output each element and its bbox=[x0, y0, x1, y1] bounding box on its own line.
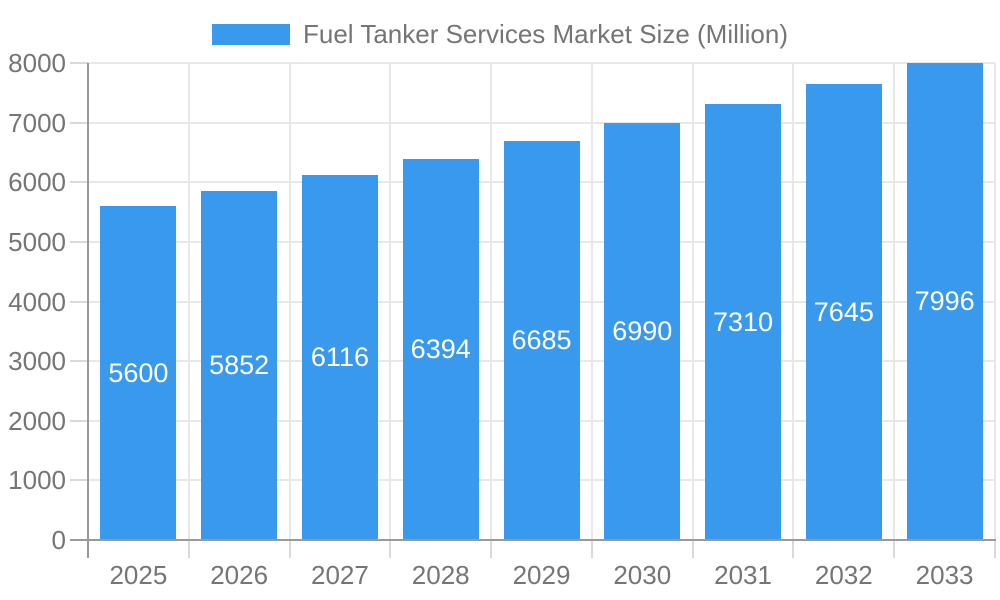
y-axis-label: 0 bbox=[51, 525, 66, 555]
x-axis-label: 2025 bbox=[109, 560, 168, 590]
h-gridline bbox=[88, 121, 995, 124]
bar-2029[interactable]: 6685 bbox=[503, 141, 580, 540]
x-axis-label: 2027 bbox=[311, 560, 369, 590]
bar-2027[interactable]: 6116 bbox=[301, 175, 378, 540]
x-axis-label: 2029 bbox=[512, 560, 571, 590]
legend-item[interactable]: Fuel Tanker Services Market Size (Millio… bbox=[0, 19, 1000, 50]
bar-2028[interactable]: 6394 bbox=[402, 158, 479, 540]
y-axis-tick bbox=[70, 121, 88, 124]
bar-value-label: 7310 bbox=[713, 306, 774, 337]
bar-value-label: 5600 bbox=[108, 357, 169, 388]
x-axis-tick bbox=[893, 540, 896, 558]
x-axis-label: 2033 bbox=[915, 560, 974, 590]
bar-value-label: 5852 bbox=[209, 350, 270, 381]
bar-value-label: 6685 bbox=[511, 325, 572, 356]
x-axis-tick bbox=[288, 540, 291, 558]
legend-swatch-icon bbox=[212, 24, 290, 45]
x-axis-tick bbox=[490, 540, 493, 558]
y-axis-label: 2000 bbox=[8, 405, 66, 436]
bar-2026[interactable]: 5852 bbox=[201, 191, 278, 540]
x-axis-line bbox=[70, 539, 996, 541]
y-axis-label: 1000 bbox=[8, 465, 66, 496]
y-axis-label: 3000 bbox=[8, 346, 66, 377]
x-axis-label: 2032 bbox=[814, 560, 873, 590]
v-gridline bbox=[994, 63, 996, 540]
y-axis-label: 6000 bbox=[8, 167, 66, 198]
y-axis-tick bbox=[70, 419, 88, 422]
v-gridline bbox=[792, 63, 795, 540]
y-axis-tick bbox=[70, 360, 88, 363]
v-gridline bbox=[893, 63, 896, 540]
v-gridline bbox=[389, 63, 392, 540]
bar-value-label: 6990 bbox=[612, 316, 673, 347]
y-axis-label: 5000 bbox=[8, 226, 66, 257]
y-axis-tick bbox=[70, 181, 88, 184]
h-gridline bbox=[88, 62, 995, 64]
legend-label: Fuel Tanker Services Market Size (Millio… bbox=[303, 19, 788, 49]
y-axis-tick bbox=[70, 300, 88, 303]
v-gridline bbox=[691, 63, 694, 540]
bar-value-label: 7996 bbox=[914, 286, 975, 317]
x-axis-tick bbox=[187, 540, 190, 558]
bar-value-label: 7645 bbox=[813, 296, 874, 327]
v-gridline bbox=[288, 63, 291, 540]
y-axis-line bbox=[87, 63, 89, 558]
y-axis-tick bbox=[70, 479, 88, 482]
x-axis-tick bbox=[691, 540, 694, 558]
y-axis-tick bbox=[70, 240, 88, 243]
x-axis-label: 2030 bbox=[613, 560, 672, 590]
bar-2025[interactable]: 5600 bbox=[100, 206, 177, 540]
x-axis-label: 2031 bbox=[714, 560, 772, 590]
bar-2033[interactable]: 7996 bbox=[906, 63, 983, 540]
x-axis-tick bbox=[590, 540, 593, 558]
bar-2031[interactable]: 7310 bbox=[705, 104, 782, 540]
x-axis-tick bbox=[994, 540, 996, 558]
bar-2030[interactable]: 6990 bbox=[604, 123, 681, 540]
x-axis-tick bbox=[792, 540, 795, 558]
x-axis-label: 2026 bbox=[210, 560, 269, 590]
y-axis-label: 8000 bbox=[8, 48, 66, 78]
x-axis-tick bbox=[389, 540, 392, 558]
v-gridline bbox=[590, 63, 593, 540]
y-axis-tick bbox=[70, 62, 88, 64]
v-gridline bbox=[187, 63, 190, 540]
y-axis-label: 4000 bbox=[8, 286, 66, 317]
bar-value-label: 6116 bbox=[310, 342, 369, 373]
v-gridline bbox=[490, 63, 493, 540]
bar-2032[interactable]: 7645 bbox=[805, 84, 882, 540]
bar-value-label: 6394 bbox=[410, 333, 471, 364]
y-axis-label: 7000 bbox=[8, 107, 66, 138]
x-axis-label: 2028 bbox=[411, 560, 470, 590]
